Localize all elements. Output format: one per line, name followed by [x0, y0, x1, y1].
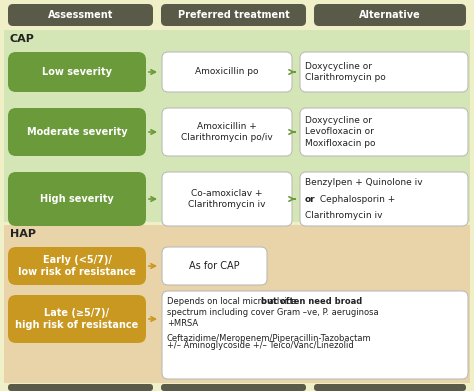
Text: Depends on local micro advice: Depends on local micro advice: [167, 297, 299, 306]
Text: Doxycycline or
Clarithromycin po: Doxycycline or Clarithromycin po: [305, 62, 386, 82]
Text: HAP: HAP: [10, 229, 36, 239]
FancyBboxPatch shape: [314, 384, 466, 391]
Text: or: or: [305, 194, 316, 203]
FancyBboxPatch shape: [8, 52, 146, 92]
Text: Moderate severity: Moderate severity: [27, 127, 128, 137]
Text: Amoxicillin +
Clarithromycin po/iv: Amoxicillin + Clarithromycin po/iv: [181, 122, 273, 142]
FancyBboxPatch shape: [8, 172, 146, 226]
FancyBboxPatch shape: [161, 384, 306, 391]
Text: Late (≥5/7)/
high risk of resistance: Late (≥5/7)/ high risk of resistance: [15, 308, 138, 330]
Text: High severity: High severity: [40, 194, 114, 204]
Bar: [4, 225, 470, 383]
FancyBboxPatch shape: [161, 4, 306, 26]
Text: +/– Aminoglycoside +/– Teico/Vanc/Linezolid: +/– Aminoglycoside +/– Teico/Vanc/Linezo…: [167, 341, 354, 350]
FancyBboxPatch shape: [8, 247, 146, 285]
FancyBboxPatch shape: [300, 172, 468, 226]
FancyBboxPatch shape: [300, 52, 468, 92]
Text: Preferred treatment: Preferred treatment: [178, 10, 289, 20]
Text: Doxycycline or
Levofloxacin or
Moxifloxacin po: Doxycycline or Levofloxacin or Moxifloxa…: [305, 117, 375, 147]
FancyBboxPatch shape: [162, 172, 292, 226]
Text: Amoxicillin po: Amoxicillin po: [195, 68, 259, 77]
FancyBboxPatch shape: [162, 52, 292, 92]
Text: Clarithromycin iv: Clarithromycin iv: [305, 211, 383, 220]
FancyBboxPatch shape: [162, 247, 267, 285]
Text: Benzylpen + Quinolone iv: Benzylpen + Quinolone iv: [305, 178, 423, 187]
Bar: [4, 30, 470, 222]
FancyBboxPatch shape: [8, 108, 146, 156]
Text: but often need broad: but often need broad: [261, 297, 362, 306]
FancyBboxPatch shape: [162, 291, 468, 379]
Text: CAP: CAP: [10, 34, 35, 44]
FancyBboxPatch shape: [8, 295, 146, 343]
Text: +MRSA: +MRSA: [167, 319, 198, 328]
Text: Co-amoxiclav +
Clarithromycin iv: Co-amoxiclav + Clarithromycin iv: [188, 189, 266, 209]
Text: Alternative: Alternative: [359, 10, 421, 20]
Text: Early (<5/7)/
low risk of resistance: Early (<5/7)/ low risk of resistance: [18, 255, 136, 277]
FancyBboxPatch shape: [314, 4, 466, 26]
FancyBboxPatch shape: [300, 108, 468, 156]
Text: spectrum including cover Gram –ve, P. aeruginosa: spectrum including cover Gram –ve, P. ae…: [167, 308, 379, 317]
Text: Ceftazidime/Meropenem/Piperacillin-Tazobactam: Ceftazidime/Meropenem/Piperacillin-Tazob…: [167, 334, 372, 343]
Text: As for CAP: As for CAP: [189, 261, 239, 271]
FancyBboxPatch shape: [8, 384, 153, 391]
Text: Cephalosporin +: Cephalosporin +: [317, 194, 395, 203]
Text: Low severity: Low severity: [42, 67, 112, 77]
FancyBboxPatch shape: [162, 108, 292, 156]
Text: Assessment: Assessment: [48, 10, 113, 20]
FancyBboxPatch shape: [8, 4, 153, 26]
